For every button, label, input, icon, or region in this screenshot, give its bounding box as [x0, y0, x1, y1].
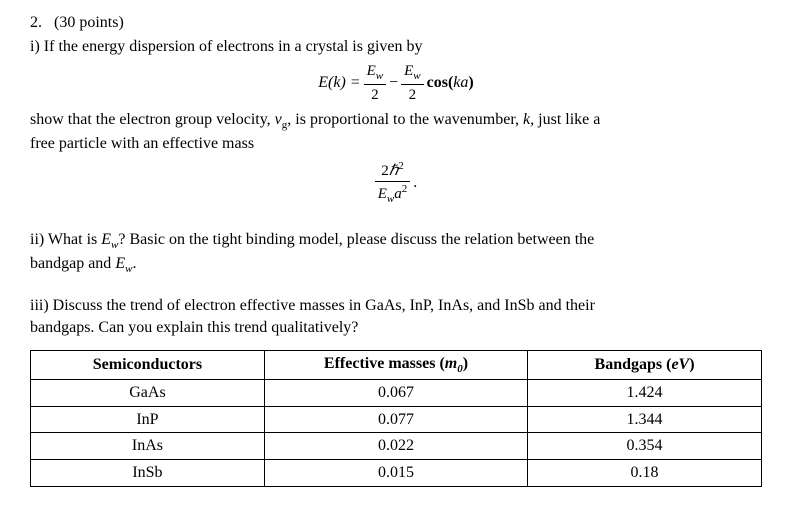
cell-mass: 0.077	[264, 406, 527, 433]
header-effective-masses: Effective masses (m0)	[264, 351, 527, 380]
part-ii-label: ii)	[30, 231, 44, 248]
cell-name: InSb	[31, 460, 265, 487]
table-row: InSb 0.015 0.18	[31, 460, 762, 487]
part-iii: iii) Discuss the trend of electron effec…	[30, 295, 762, 317]
eq-lhs: E(k) =	[318, 72, 360, 94]
part-i-line3: free particle with an effective mass	[30, 133, 762, 155]
part-iii-label: iii)	[30, 297, 49, 314]
cell-name: InP	[31, 406, 265, 433]
cell-name: InAs	[31, 433, 265, 460]
table-row: InP 0.077 1.344	[31, 406, 762, 433]
eq-cos: cos(	[427, 74, 454, 91]
eq-frac1: Ew 2	[364, 61, 387, 105]
cell-mass: 0.022	[264, 433, 527, 460]
header-bandgaps: Bandgaps (eV)	[528, 351, 762, 380]
table-row: GaAs 0.067 1.424	[31, 380, 762, 407]
table-row: InAs 0.022 0.354	[31, 433, 762, 460]
part-iii-line2: bandgaps. Can you explain this trend qua…	[30, 317, 762, 339]
mass-period: .	[413, 172, 417, 194]
cell-mass: 0.067	[264, 380, 527, 407]
dispersion-equation: E(k) = Ew 2 − Ew 2 cos(ka)	[30, 61, 762, 105]
semiconductor-table: Semiconductors Effective masses (m0) Ban…	[30, 350, 762, 486]
cell-name: GaAs	[31, 380, 265, 407]
eq-minus: −	[389, 72, 398, 94]
header-semiconductors: Semiconductors	[31, 351, 265, 380]
eq-ka: ka	[453, 74, 468, 91]
part-ii: ii) What is Ew? Basic on the tight bindi…	[30, 229, 762, 253]
problem-number: 2.	[30, 14, 42, 31]
table-header-row: Semiconductors Effective masses (m0) Ban…	[31, 351, 762, 380]
cell-gap: 0.354	[528, 433, 762, 460]
cell-gap: 0.18	[528, 460, 762, 487]
effective-mass-equation: 2ℏ2 Ewa2 .	[30, 159, 762, 207]
problem-points: (30 points)	[54, 14, 124, 31]
cell-mass: 0.015	[264, 460, 527, 487]
part-i-label: i)	[30, 38, 40, 55]
eq-close: )	[468, 74, 473, 91]
part-i: i) If the energy dispersion of electrons…	[30, 36, 762, 58]
mass-frac: 2ℏ2 Ewa2	[375, 159, 411, 207]
part-i-intro: If the energy dispersion of electrons in…	[44, 38, 423, 55]
cell-gap: 1.344	[528, 406, 762, 433]
cell-gap: 1.424	[528, 380, 762, 407]
eq-frac2: Ew 2	[401, 61, 424, 105]
part-ii-line2: bandgap and Ew.	[30, 253, 762, 277]
problem-header: 2. (30 points)	[30, 12, 762, 34]
part-i-line2: show that the electron group velocity, v…	[30, 109, 762, 133]
